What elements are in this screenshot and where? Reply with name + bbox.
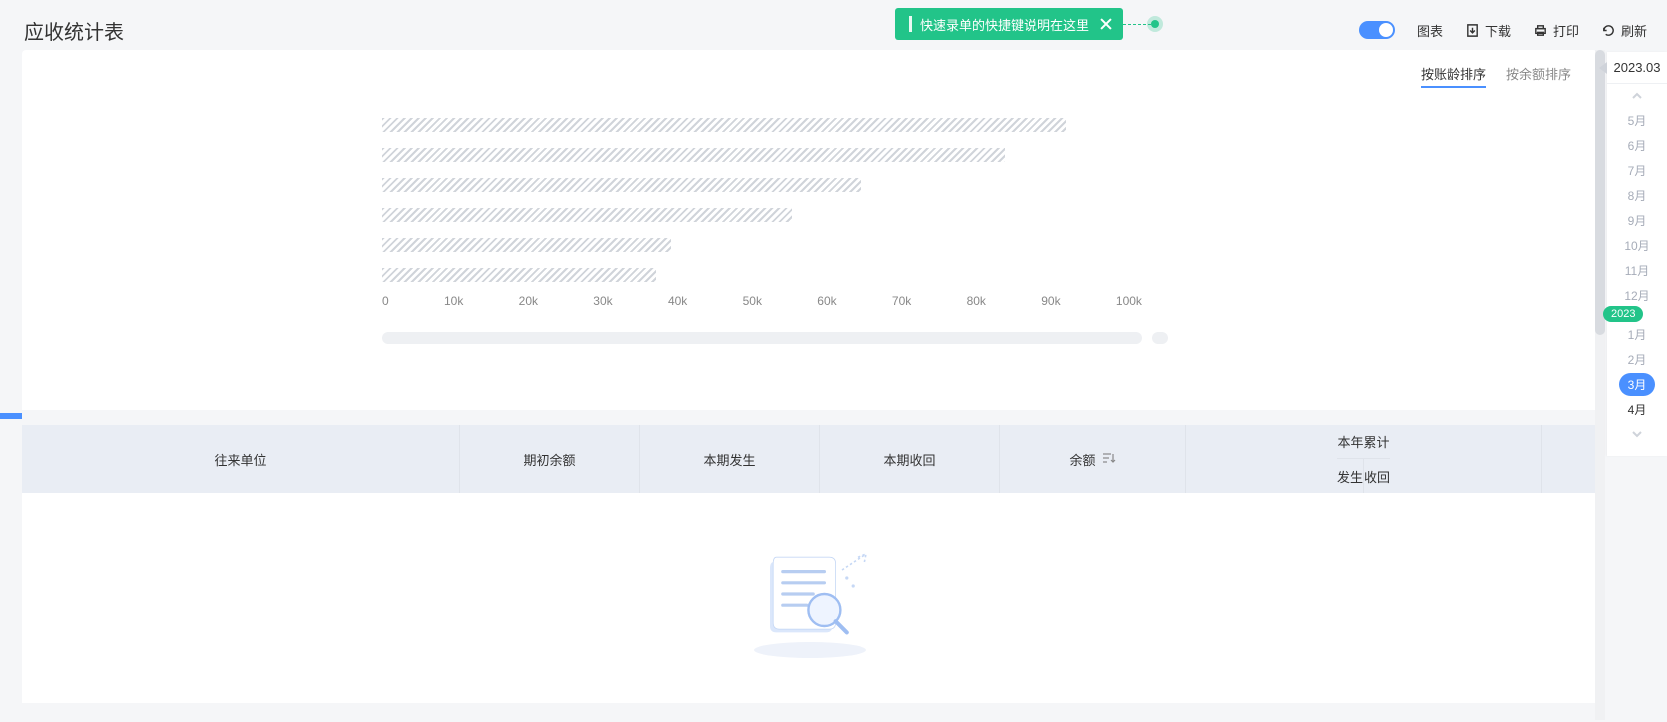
- chart-scrollbar[interactable]: [382, 332, 1142, 344]
- month-item-m7[interactable]: 7月: [1619, 159, 1655, 182]
- chart-x-tick: 80k: [967, 294, 986, 308]
- section-accent-stripe: [0, 413, 22, 419]
- chart-x-tick: 50k: [743, 294, 762, 308]
- empty-illustration: [730, 528, 890, 668]
- month-item-m9[interactable]: 9月: [1619, 209, 1655, 232]
- chart-bar[interactable]: [382, 148, 1005, 162]
- chart-x-tick: 30k: [593, 294, 612, 308]
- th-current-occurred[interactable]: 本期发生: [640, 425, 820, 493]
- sort-link-group: 按账龄排序 按余额排序: [1421, 64, 1571, 88]
- chart-bar[interactable]: [382, 208, 792, 222]
- date-sidebar: 2023.03 5月6月7月8月9月10月11月12月20231月2月3月4月: [1607, 52, 1667, 456]
- chart-x-tick: 10k: [444, 294, 463, 308]
- chart-toggle[interactable]: [1359, 21, 1395, 39]
- tip-connector-dot: [1151, 20, 1159, 28]
- month-item-m8[interactable]: 8月: [1619, 184, 1655, 207]
- month-list: 5月6月7月8月9月10月11月12月20231月2月3月4月: [1607, 108, 1667, 422]
- month-scroll-up-button[interactable]: [1607, 84, 1667, 108]
- refresh-button[interactable]: 刷新: [1601, 21, 1647, 40]
- table-empty-state: [22, 493, 1597, 703]
- month-item-m10[interactable]: 10月: [1619, 234, 1655, 257]
- print-icon: [1533, 23, 1548, 38]
- th-year-total-label: 本年累计: [1337, 425, 1389, 459]
- chart-x-tick: 40k: [668, 294, 687, 308]
- th-balance[interactable]: 余额: [1000, 425, 1186, 493]
- tip-text: 快速录单的快捷键说明在这里: [920, 15, 1089, 34]
- refresh-label: 刷新: [1621, 21, 1647, 40]
- chart-bar-row: [382, 140, 1142, 170]
- download-label: 下载: [1485, 21, 1511, 40]
- chart-bar[interactable]: [382, 268, 656, 282]
- chart-scroll-mini: [1152, 332, 1168, 344]
- download-button[interactable]: 下载: [1465, 21, 1511, 40]
- scroll-thumb[interactable]: [1595, 50, 1605, 335]
- chevron-up-icon: [1630, 89, 1644, 103]
- chart-x-axis: 0 10k 20k 30k 40k 50k 60k 70k 80k 90k 100k: [382, 294, 1142, 308]
- tip-accent-bar: [909, 16, 912, 32]
- month-item-m6[interactable]: 6月: [1619, 134, 1655, 157]
- chevron-down-icon: [1630, 427, 1644, 441]
- chart-bar-row: [382, 200, 1142, 230]
- chart-bar[interactable]: [382, 118, 1066, 132]
- month-item-m2[interactable]: 2月: [1619, 348, 1655, 371]
- chart-x-tick: 0: [382, 294, 389, 308]
- chart-x-tick: 90k: [1041, 294, 1060, 308]
- chart-bar-row: [382, 170, 1142, 200]
- tip-connector-line: [1123, 24, 1151, 25]
- print-label: 打印: [1553, 21, 1579, 40]
- month-item-m11[interactable]: 11月: [1619, 259, 1655, 282]
- chart-x-tick: 70k: [892, 294, 911, 308]
- sort-icon: [1102, 452, 1116, 467]
- page-title: 应收统计表: [24, 16, 124, 45]
- sort-by-age-link[interactable]: 按账龄排序: [1421, 64, 1486, 88]
- chart-bar-row: [382, 260, 1142, 290]
- chart-bar-row: [382, 230, 1142, 260]
- sort-by-balance-link[interactable]: 按余额排序: [1506, 64, 1571, 88]
- year-badge: 2023: [1603, 306, 1643, 322]
- th-current-recovered[interactable]: 本期收回: [820, 425, 1000, 493]
- chart-x-tick: 20k: [519, 294, 538, 308]
- table-panel: 往来单位 期初余额 本期发生 本期收回 余额 本年累计 发生 收回: [22, 425, 1597, 703]
- print-button[interactable]: 打印: [1533, 21, 1579, 40]
- tip-banner: 快速录单的快捷键说明在这里: [895, 8, 1123, 40]
- chart-x-tick: 60k: [817, 294, 836, 308]
- th-unit[interactable]: 往来单位: [22, 425, 460, 493]
- chart-area: 0 10k 20k 30k 40k 50k 60k 70k 80k 90k 100k: [382, 110, 1142, 344]
- table-header-row: 往来单位 期初余额 本期发生 本期收回 余额 本年累计 发生 收回: [22, 425, 1597, 493]
- month-item-m3[interactable]: 3月: [1619, 373, 1655, 396]
- th-year-group: 本年累计 发生 收回: [1186, 425, 1542, 493]
- th-year-recovered[interactable]: 收回: [1364, 459, 1390, 493]
- close-icon[interactable]: [1097, 15, 1115, 33]
- month-item-m1[interactable]: 1月: [1619, 323, 1655, 346]
- month-item-m4[interactable]: 4月: [1619, 398, 1655, 421]
- month-scroll-down-button[interactable]: [1607, 422, 1667, 446]
- month-item-m12[interactable]: 12月: [1619, 284, 1655, 307]
- chart-panel: 按账龄排序 按余额排序 0 10k 20k 30k 40k 50k 60k 70k 80k 90k…: [22, 50, 1597, 410]
- chart-toggle-label: 图表: [1417, 21, 1443, 40]
- th-balance-label: 余额: [1069, 450, 1095, 469]
- top-action-group: 图表 下载 打印 刷新: [1359, 21, 1647, 40]
- chart-bar-row: [382, 110, 1142, 140]
- th-opening-balance[interactable]: 期初余额: [460, 425, 640, 493]
- chart-bar[interactable]: [382, 238, 671, 252]
- content-scrollbar[interactable]: [1595, 50, 1605, 720]
- chart-bar[interactable]: [382, 178, 861, 192]
- refresh-icon: [1601, 23, 1616, 38]
- month-item-m5[interactable]: 5月: [1619, 109, 1655, 132]
- th-year-occurred[interactable]: 发生: [1337, 459, 1364, 493]
- chart-x-tick: 100k: [1116, 294, 1142, 308]
- download-icon: [1465, 23, 1480, 38]
- current-period-label[interactable]: 2023.03: [1607, 52, 1667, 84]
